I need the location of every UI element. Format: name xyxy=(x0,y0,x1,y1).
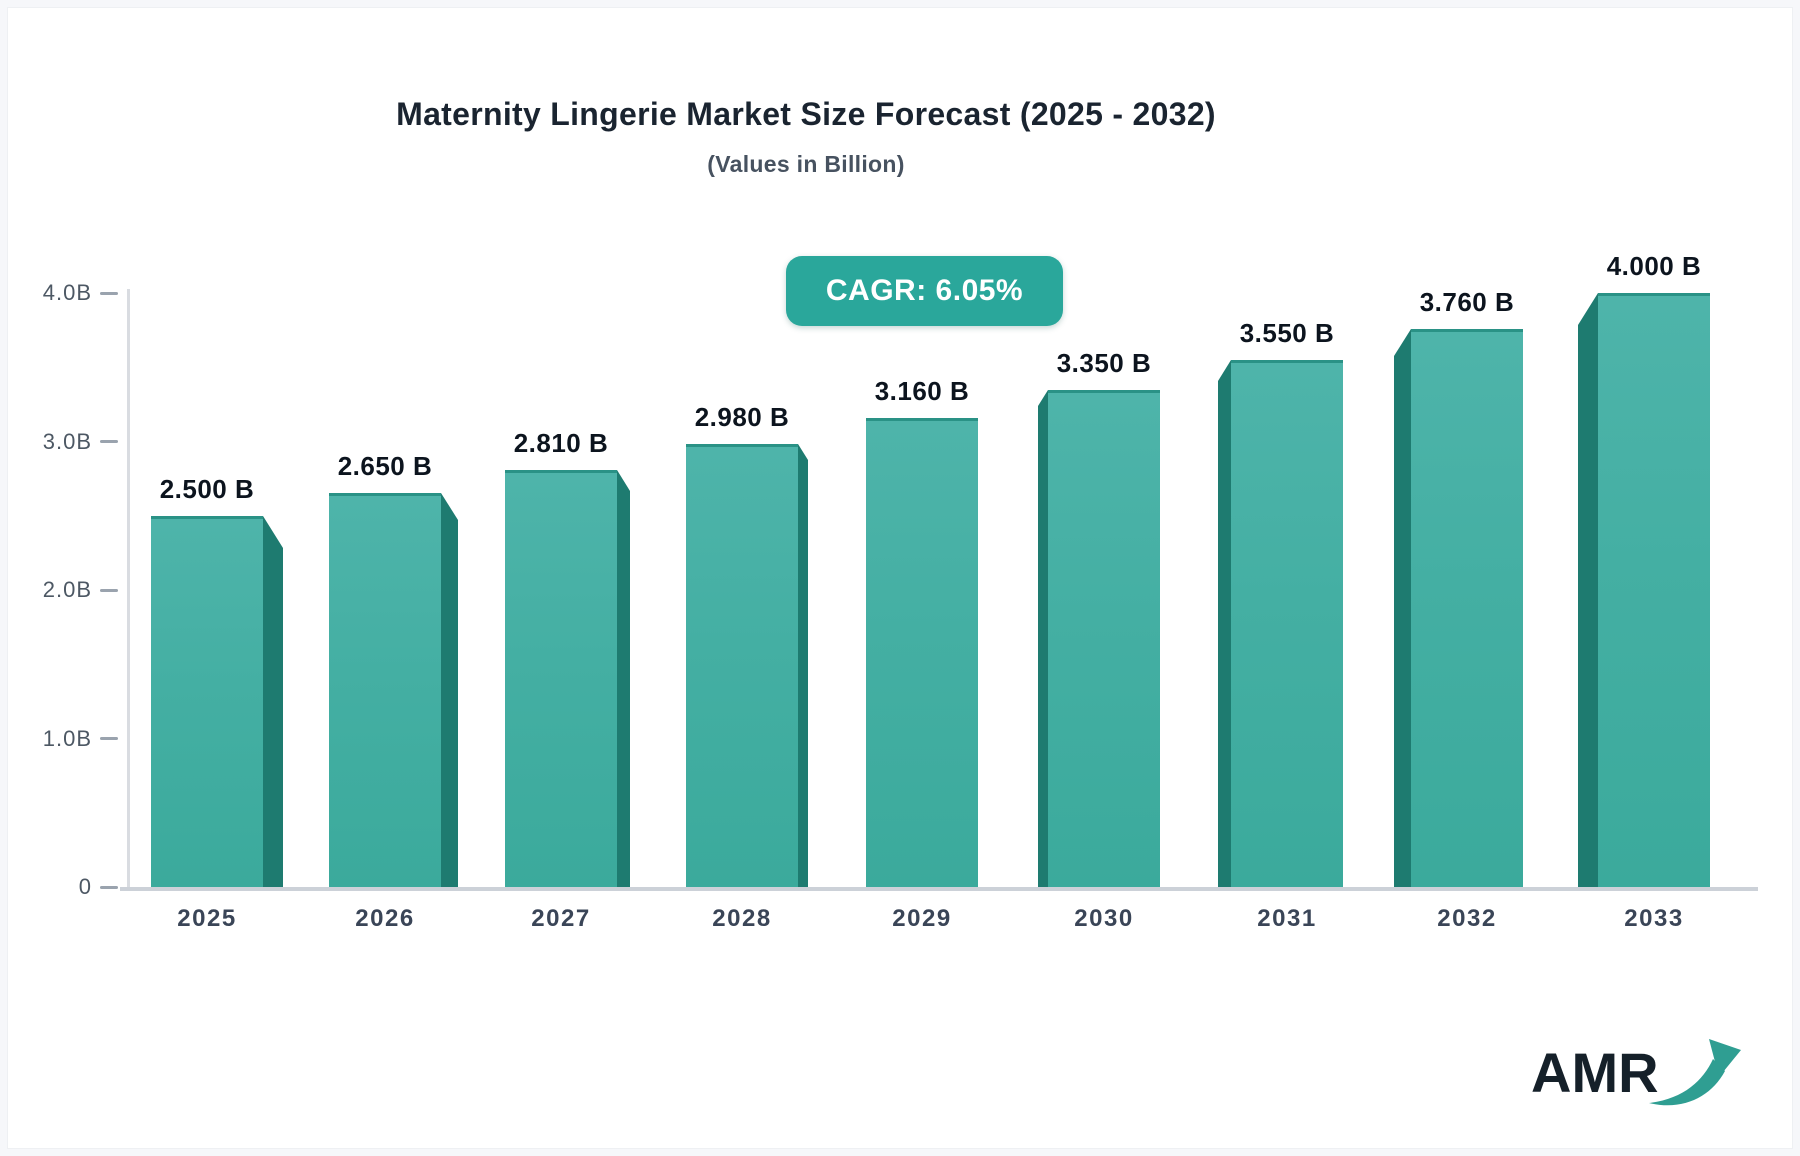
bar-value-label-2032: 3.760 B xyxy=(1419,287,1515,317)
bar-value-label-2025: 2.500 B xyxy=(159,474,255,504)
x-axis-label-2032: 2032 xyxy=(1437,905,1497,932)
growth-arrow-icon xyxy=(1649,1039,1741,1106)
bar-value-label-2027: 2.810 B xyxy=(513,428,609,458)
bar-3d-side-2027 xyxy=(617,470,630,887)
y-tick-label: 3.0B xyxy=(42,428,92,454)
chart-card: Maternity Lingerie Market Size Forecast … xyxy=(7,7,1793,1149)
y-tick-label: 1.0B xyxy=(42,725,92,751)
bar-2027 xyxy=(505,470,617,887)
bar-3d-side-2028 xyxy=(798,444,808,887)
y-tick-dash xyxy=(100,737,118,740)
y-tick-dash xyxy=(100,885,118,889)
bar-2026 xyxy=(329,493,441,887)
x-axis-label-2029: 2029 xyxy=(892,905,952,932)
y-tick-dash xyxy=(100,291,118,295)
bar-3d-side-2031 xyxy=(1218,360,1231,887)
bar-3d-side-2033 xyxy=(1578,293,1598,887)
bar-2025 xyxy=(151,516,263,887)
bar-2029 xyxy=(866,418,978,887)
chart-subtitle: (Values in Billion) xyxy=(707,151,905,177)
bar-3d-side-2030 xyxy=(1038,390,1048,887)
bar-2030 xyxy=(1048,390,1160,887)
cagr-badge-label: CAGR: 6.05% xyxy=(825,274,1024,307)
bar-3d-side-2025 xyxy=(263,516,283,887)
x-axis-label-2026: 2026 xyxy=(355,905,415,932)
bar-3d-side-2032 xyxy=(1394,329,1411,887)
bar-value-label-2028: 2.980 B xyxy=(694,402,790,432)
x-axis-label-2031: 2031 xyxy=(1257,905,1317,932)
bar-value-label-2030: 3.350 B xyxy=(1056,348,1152,378)
bar-value-label-2026: 2.650 B xyxy=(337,451,433,481)
x-axis-label-2027: 2027 xyxy=(531,905,591,932)
bar-2031 xyxy=(1231,360,1343,887)
x-axis-label-2033: 2033 xyxy=(1624,905,1684,932)
y-tick-label: 4.0B xyxy=(42,280,92,305)
x-axis-label-2030: 2030 xyxy=(1074,905,1134,932)
bar-2028 xyxy=(686,444,798,887)
y-tick-label: 2.0B xyxy=(42,577,92,602)
amr-logo-text: AMR xyxy=(1531,1041,1659,1104)
x-axis-label-2028: 2028 xyxy=(712,905,772,932)
y-axis-line xyxy=(127,289,130,887)
bar-value-label-2029: 3.160 B xyxy=(874,376,970,406)
x-axis-line xyxy=(120,887,1758,891)
amr-logo: AMR xyxy=(1531,1036,1741,1116)
bar-value-label-2033: 4.000 B xyxy=(1606,251,1702,281)
bar-2033 xyxy=(1598,293,1710,887)
bar-2032 xyxy=(1411,329,1523,887)
y-tick-dash xyxy=(100,440,118,443)
bar-value-label-2031: 3.550 B xyxy=(1239,318,1335,348)
y-tick-dash xyxy=(100,588,118,592)
cagr-badge: CAGR: 6.05% xyxy=(786,256,1063,326)
chart-title: Maternity Lingerie Market Size Forecast … xyxy=(396,96,1216,132)
bar-3d-side-2026 xyxy=(441,493,458,887)
plot-area: 4.0B 3.0B 2.0B 1.0B 0 2.500 B 2.650 B 2.810 B 2… xyxy=(8,8,1792,1148)
y-tick-label: 0 xyxy=(78,874,92,899)
x-axis-label-2025: 2025 xyxy=(177,905,237,932)
